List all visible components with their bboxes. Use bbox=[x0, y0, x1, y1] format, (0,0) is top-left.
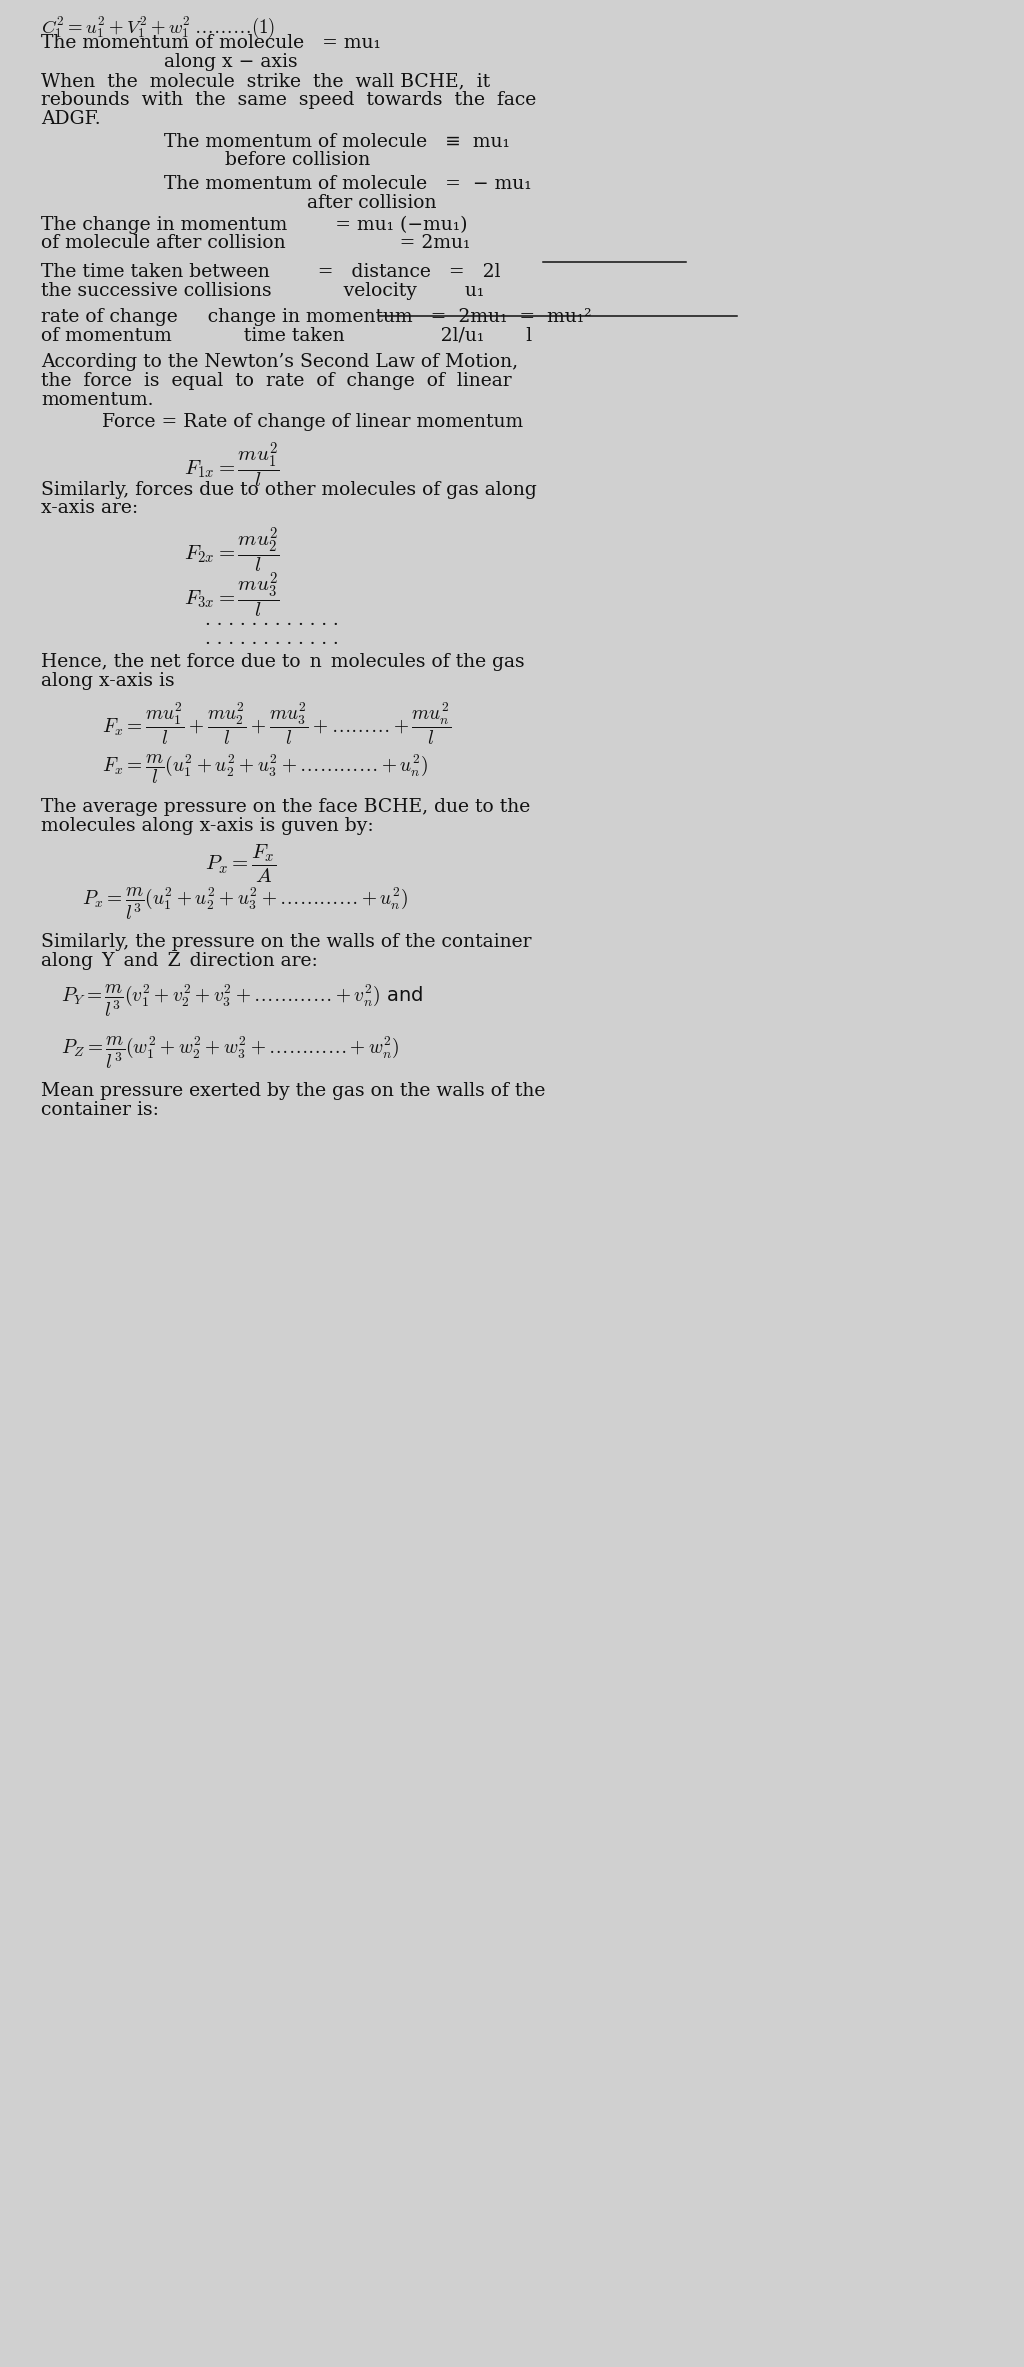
Text: The momentum of molecule   ≡  mu₁: The momentum of molecule ≡ mu₁ bbox=[164, 133, 510, 151]
Text: rate of change     change in momentum   =  2mu₁  =  mu₁²: rate of change change in momentum = 2mu₁… bbox=[41, 308, 592, 327]
Text: Similarly, forces due to other molecules of gas along: Similarly, forces due to other molecules… bbox=[41, 481, 537, 499]
Text: the successive collisions            velocity        u₁: the successive collisions velocity u₁ bbox=[41, 282, 484, 301]
Text: $F_{3x} = \dfrac{mu_3^2}{l}$: $F_{3x} = \dfrac{mu_3^2}{l}$ bbox=[184, 570, 281, 620]
Text: before collision: before collision bbox=[225, 151, 371, 170]
Text: According to the Newton’s Second Law of Motion,: According to the Newton’s Second Law of … bbox=[41, 353, 518, 372]
Text: $P_Y = \dfrac{m}{l^3} (v_1^2 + v_2^2 + v_3^2 +\ldots\ldots\ldots\ldots+ v_n^2)$ : $P_Y = \dfrac{m}{l^3} (v_1^2 + v_2^2 + v… bbox=[61, 982, 424, 1018]
Text: When  the  molecule  strike  the  wall BCHE,  it: When the molecule strike the wall BCHE, … bbox=[41, 71, 490, 90]
Text: The change in momentum        = mu₁ (−mu₁): The change in momentum = mu₁ (−mu₁) bbox=[41, 215, 468, 234]
Text: $F_{2x} = \dfrac{mu_2^2}{l}$: $F_{2x} = \dfrac{mu_2^2}{l}$ bbox=[184, 525, 281, 575]
Text: of molecule after collision                   = 2mu₁: of molecule after collision = 2mu₁ bbox=[41, 234, 470, 253]
Text: the  force  is  equal  to  rate  of  change  of  linear: the force is equal to rate of change of … bbox=[41, 372, 512, 391]
Text: x-axis are:: x-axis are: bbox=[41, 499, 138, 518]
Text: Hence, the net force due to  n  molecules of the gas: Hence, the net force due to n molecules … bbox=[41, 653, 524, 672]
Text: $F_{1x} = \dfrac{mu_1^2}{l}$: $F_{1x} = \dfrac{mu_1^2}{l}$ bbox=[184, 440, 281, 490]
Text: $P_x = \dfrac{F_x}{A}$: $P_x = \dfrac{F_x}{A}$ bbox=[205, 843, 276, 885]
Text: rebounds  with  the  same  speed  towards  the  face: rebounds with the same speed towards the… bbox=[41, 90, 537, 109]
Text: along  Y  and  Z  direction are:: along Y and Z direction are: bbox=[41, 952, 317, 970]
Text: $F_x = \dfrac{m}{l} (u_1^2 + u_2^2 + u_3^2 +\ldots\ldots\ldots\ldots+u_n^2)$: $F_x = \dfrac{m}{l} (u_1^2 + u_2^2 + u_3… bbox=[102, 753, 428, 786]
Text: ADGF.: ADGF. bbox=[41, 111, 100, 128]
Text: $C_1^2 = u_1^2 + V_1^2 + w_1^2 \;\ldots\ldots\ldots(1)$: $C_1^2 = u_1^2 + V_1^2 + w_1^2 \;\ldots\… bbox=[41, 14, 275, 40]
Text: $F_x = \dfrac{mu_1^2}{l} + \dfrac{mu_2^2}{l} + \dfrac{mu_3^2}{l} +\ldots\ldots\l: $F_x = \dfrac{mu_1^2}{l} + \dfrac{mu_2^2… bbox=[102, 701, 452, 748]
Text: $P_x = \dfrac{m}{l^3} (u_1^2 + u_2^2 + u_3^2 +\ldots\ldots\ldots\ldots+u_n^2)$: $P_x = \dfrac{m}{l^3} (u_1^2 + u_2^2 + u… bbox=[82, 885, 408, 921]
Text: . . . . . . . . . . . .: . . . . . . . . . . . . bbox=[205, 630, 339, 649]
Text: Mean pressure exerted by the gas on the walls of the: Mean pressure exerted by the gas on the … bbox=[41, 1082, 546, 1101]
Text: Similarly, the pressure on the walls of the container: Similarly, the pressure on the walls of … bbox=[41, 933, 531, 952]
Text: molecules along x-axis is guven by:: molecules along x-axis is guven by: bbox=[41, 817, 374, 836]
Text: of momentum            time taken                2l/u₁       l: of momentum time taken 2l/u₁ l bbox=[41, 327, 532, 346]
Text: The time taken between        =   distance   =   2l: The time taken between = distance = 2l bbox=[41, 263, 501, 282]
Text: The momentum of molecule   =  − mu₁: The momentum of molecule = − mu₁ bbox=[164, 175, 531, 194]
Text: $P_Z = \dfrac{m}{l^3} (w_1^2 + w_2^2 + w_3^2 +\ldots\ldots\ldots\ldots+ w_n^2)$: $P_Z = \dfrac{m}{l^3} (w_1^2 + w_2^2 + w… bbox=[61, 1034, 400, 1070]
Text: momentum.: momentum. bbox=[41, 391, 154, 409]
Text: The average pressure on the face BCHE, due to the: The average pressure on the face BCHE, d… bbox=[41, 798, 530, 817]
Text: along x − axis: along x − axis bbox=[164, 52, 297, 71]
Text: The momentum of molecule   = mu₁: The momentum of molecule = mu₁ bbox=[41, 36, 381, 52]
Text: Force = Rate of change of linear momentum: Force = Rate of change of linear momentu… bbox=[102, 412, 523, 431]
Text: container is:: container is: bbox=[41, 1101, 159, 1120]
Text: along x-axis is: along x-axis is bbox=[41, 672, 174, 691]
Text: after collision: after collision bbox=[307, 194, 436, 213]
Text: . . . . . . . . . . . .: . . . . . . . . . . . . bbox=[205, 611, 339, 630]
